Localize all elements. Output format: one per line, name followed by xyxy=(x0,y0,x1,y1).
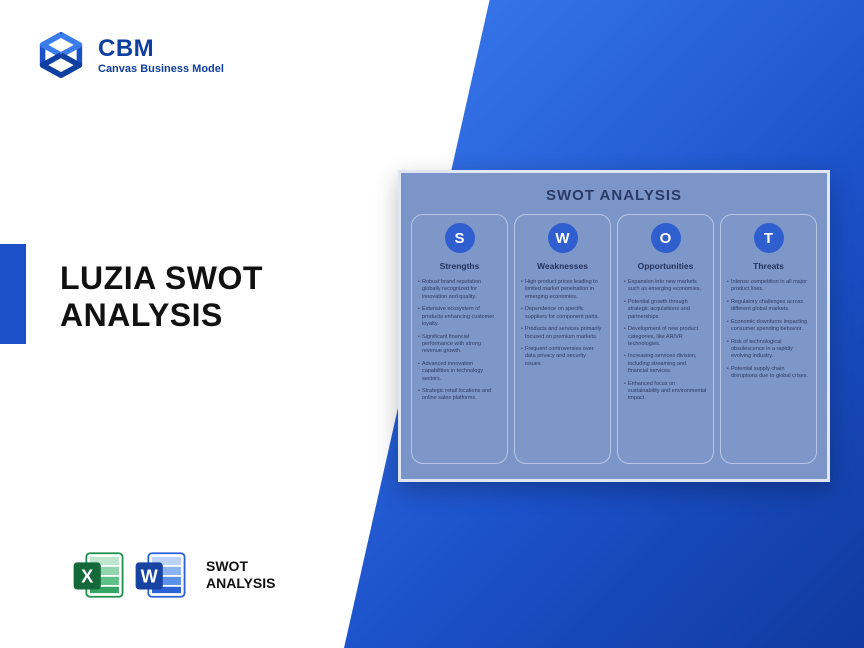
swot-heading-opportunities: Opportunities xyxy=(638,261,694,271)
word-icon: W xyxy=(132,546,190,604)
swot-letter-t: T xyxy=(754,223,784,253)
excel-letter: X xyxy=(81,566,93,586)
swot-heading-threats: Threats xyxy=(753,261,784,271)
swot-letter-w: W xyxy=(548,223,578,253)
brand-logo-icon xyxy=(38,32,84,78)
swot-item: Products and services primarily focused … xyxy=(521,326,604,341)
swot-items-strengths: Robust brand reputation globally recogni… xyxy=(418,279,501,408)
excel-icon: X xyxy=(70,546,128,604)
swot-items-weaknesses: High product prices leading to limited m… xyxy=(521,279,604,373)
swot-card-title: SWOT ANALYSIS xyxy=(401,173,827,214)
footer-label: SWOT ANALYSIS xyxy=(206,558,276,592)
swot-heading-weaknesses: Weaknesses xyxy=(537,261,588,271)
swot-heading-strengths: Strengths xyxy=(440,261,480,271)
swot-col-threats: T Threats Intense competition in all maj… xyxy=(720,214,817,464)
swot-item: Strategic retail locations and online sa… xyxy=(418,388,501,403)
footer-icons-row: X W SWOT ANALYSIS xyxy=(70,546,276,604)
canvas: CBM Canvas Business Model LUZIA SWOT ANA… xyxy=(0,0,864,648)
swot-item: Robust brand reputation globally recogni… xyxy=(418,279,501,301)
swot-item: Increasing services division, including … xyxy=(624,353,707,375)
swot-item: Potential growth through strategic acqui… xyxy=(624,299,707,321)
swot-col-strengths: S Strengths Robust brand reputation glob… xyxy=(411,214,508,464)
word-letter: W xyxy=(141,566,159,586)
brand-subtitle: Canvas Business Model xyxy=(98,63,224,75)
swot-items-threats: Intense competition in all major product… xyxy=(727,279,810,386)
footer-label-line1: SWOT xyxy=(206,558,276,575)
swot-item: Development of new product categories, l… xyxy=(624,326,707,348)
left-accent-bar xyxy=(0,244,26,344)
swot-item: Intense competition in all major product… xyxy=(727,279,810,294)
swot-item: Economic downturns impacting consumer sp… xyxy=(727,319,810,334)
swot-letter-o: O xyxy=(651,223,681,253)
swot-item: High product prices leading to limited m… xyxy=(521,279,604,301)
page-title: LUZIA SWOT ANALYSIS xyxy=(60,260,380,334)
swot-item: Extensive ecosystem of products enhancin… xyxy=(418,306,501,328)
swot-grid: S Strengths Robust brand reputation glob… xyxy=(401,214,827,476)
swot-item: Advanced innovation capabilities in tech… xyxy=(418,361,501,383)
swot-card: SWOT ANALYSIS S Strengths Robust brand r… xyxy=(398,170,830,482)
swot-item: Risk of technological obsolescence in a … xyxy=(727,339,810,361)
swot-item: Regulatory challenges across different g… xyxy=(727,299,810,314)
swot-col-opportunities: O Opportunities Expansion into new marke… xyxy=(617,214,714,464)
swot-letter-s: S xyxy=(445,223,475,253)
swot-item: Frequent controversies over data privacy… xyxy=(521,346,604,368)
swot-items-opportunities: Expansion into new markets such as emerg… xyxy=(624,279,707,408)
swot-item: Expansion into new markets such as emerg… xyxy=(624,279,707,294)
swot-item: Significant financial performance with s… xyxy=(418,334,501,356)
swot-item: Potential supply chain disruptions due t… xyxy=(727,366,810,381)
brand-name: CBM xyxy=(98,35,224,63)
swot-item: Dependence on specific suppliers for com… xyxy=(521,306,604,321)
footer-label-line2: ANALYSIS xyxy=(206,575,276,592)
swot-item: Enhanced focus on sustainability and env… xyxy=(624,381,707,403)
brand-logo-block: CBM Canvas Business Model xyxy=(38,32,224,78)
swot-col-weaknesses: W Weaknesses High product prices leading… xyxy=(514,214,611,464)
brand-text: CBM Canvas Business Model xyxy=(98,35,224,75)
